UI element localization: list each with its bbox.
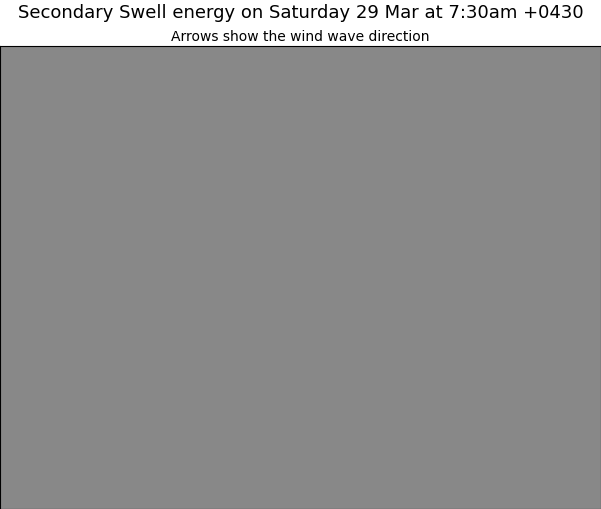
Text: Secondary Swell energy on Saturday 29 Mar at 7:30am +0430: Secondary Swell energy on Saturday 29 Ma… <box>17 4 584 22</box>
Text: Arrows show the wind wave direction: Arrows show the wind wave direction <box>171 30 430 43</box>
